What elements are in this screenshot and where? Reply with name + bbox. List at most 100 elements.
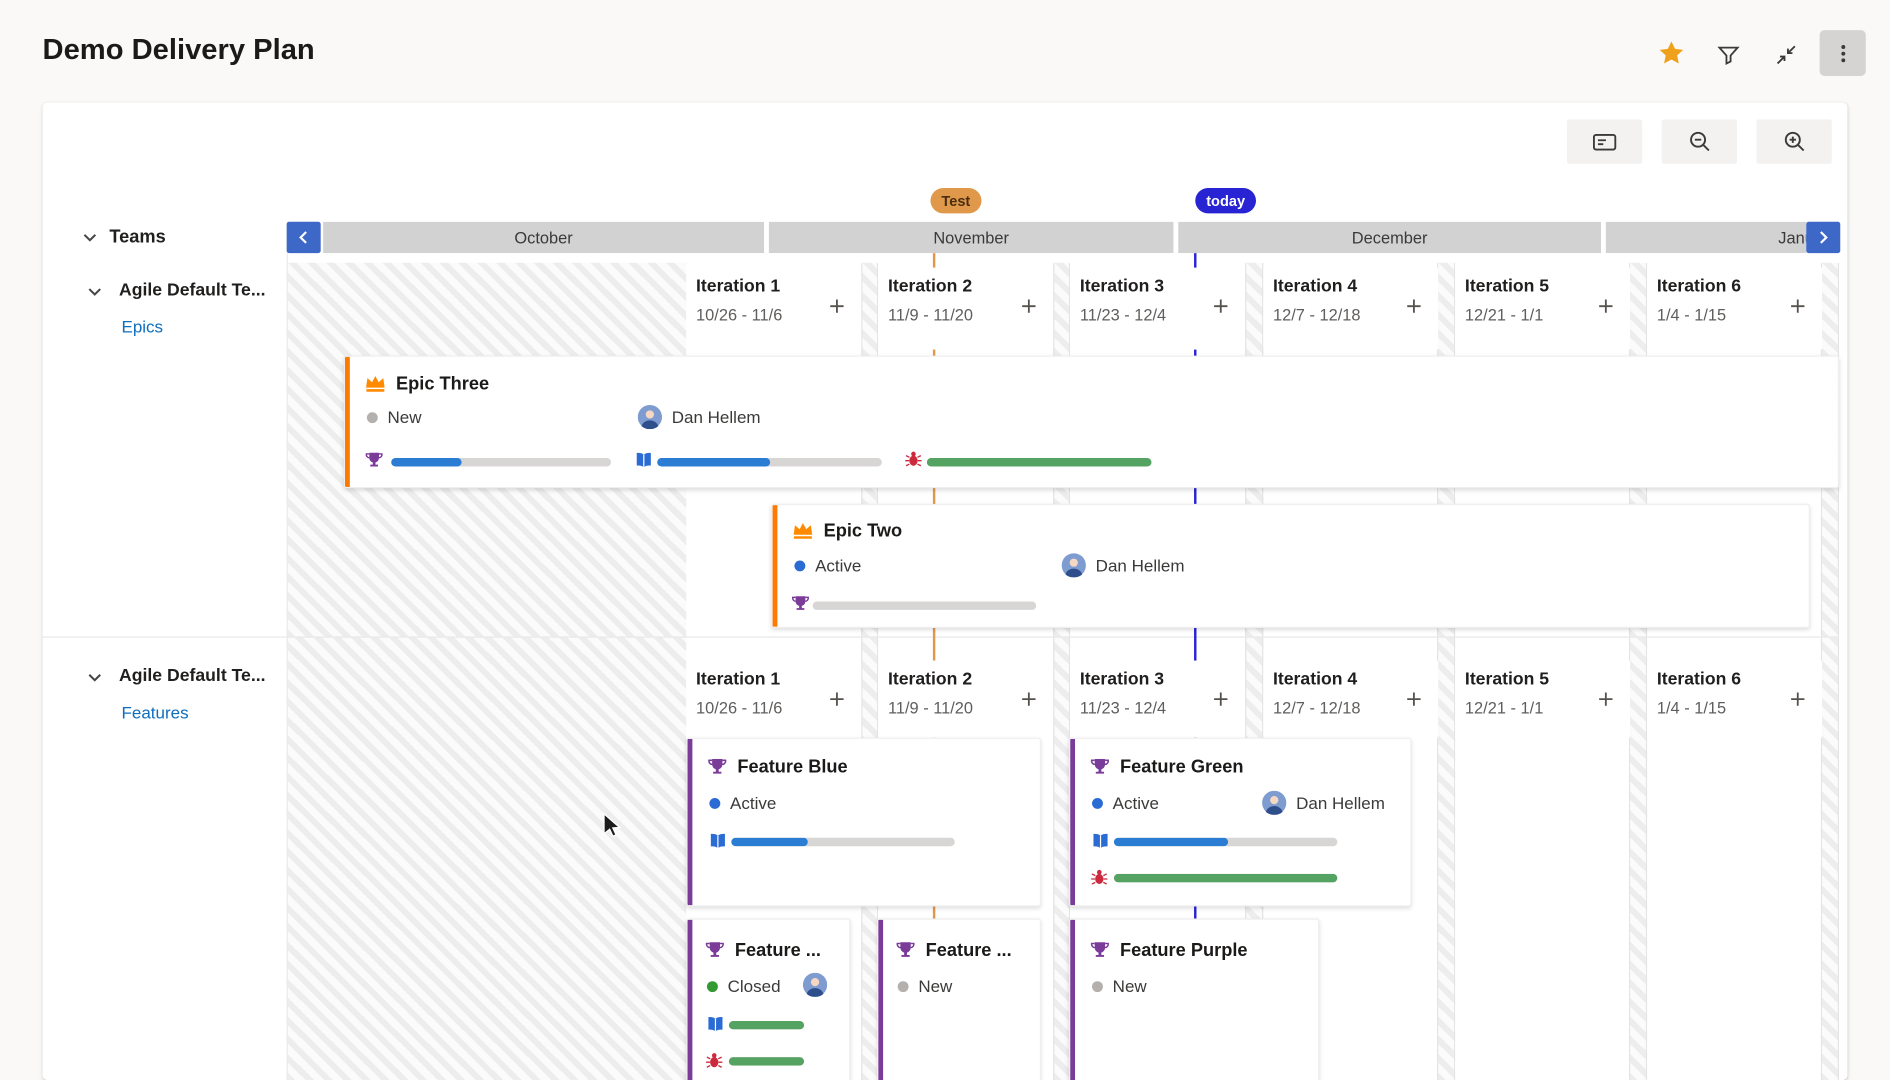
zoom-in-button[interactable]	[1756, 119, 1832, 164]
iteration-name: Iteration 3	[1079, 277, 1165, 297]
iteration-dates: 10/26 - 11/6	[696, 699, 783, 718]
add-card-button[interactable]	[822, 685, 851, 714]
iteration-dates: 11/9 - 11/20	[887, 699, 974, 718]
trophy-feature-icon	[895, 940, 916, 960]
zoom-out-button[interactable]	[1661, 119, 1738, 164]
plus-icon	[1211, 297, 1230, 316]
iteration-name: Iteration 4	[1273, 277, 1358, 297]
work-item-card-feature-green[interactable]: Feature Green Active Dan Hellem	[1068, 737, 1412, 907]
backlog-link-features[interactable]: Features	[121, 702, 189, 723]
add-card-button[interactable]	[1591, 292, 1620, 321]
progress-track	[391, 458, 611, 467]
filter-button[interactable]	[1709, 37, 1748, 71]
more-options-button[interactable]	[1819, 30, 1866, 76]
trophy-rollup-icon	[791, 594, 810, 613]
add-card-button[interactable]	[1591, 685, 1620, 714]
book-rollup-icon	[708, 832, 727, 851]
card-state: Active	[730, 793, 777, 813]
iteration-dates: 11/23 - 12/4	[1079, 306, 1167, 325]
card-state: New	[918, 976, 953, 996]
add-card-button[interactable]	[1399, 292, 1428, 321]
avatar	[638, 405, 662, 429]
progress-track	[657, 458, 882, 467]
team-collapse-chevron-icon[interactable]	[85, 282, 104, 301]
iteration-name: Iteration 6	[1656, 277, 1742, 297]
card-accent-bar	[687, 919, 693, 1080]
progress-fill	[728, 1057, 805, 1066]
iteration-header: Iteration 3 11/23 - 12/4	[1070, 267, 1246, 350]
iteration-dates: 12/7 - 12/18	[1273, 306, 1361, 325]
chevron-right-icon	[1814, 228, 1833, 247]
card-accent-bar	[878, 919, 884, 1080]
work-item-card-feature-new[interactable]: Feature ... New	[877, 918, 1041, 1080]
progress-track	[728, 1020, 805, 1030]
assignee-name: Dan Hellem	[671, 407, 761, 427]
work-item-card-epic-two[interactable]: Epic Two Active Dan Hellem	[771, 503, 1810, 629]
hatched-gap	[1820, 636, 1840, 1080]
add-card-button[interactable]	[1206, 685, 1235, 714]
favorite-star-button[interactable]	[1652, 36, 1691, 70]
add-card-button[interactable]	[1014, 685, 1043, 714]
star-icon	[1658, 40, 1685, 67]
teams-collapse-chevron-icon[interactable]	[80, 228, 99, 247]
progress-track	[1113, 873, 1338, 883]
team-name: Agile Default Te...	[119, 280, 266, 301]
card-state: New	[1112, 976, 1147, 996]
work-item-card-feature-blue[interactable]: Feature Blue Active	[686, 737, 1041, 907]
card-state: New	[387, 407, 422, 427]
iteration-header: Iteration 2 11/9 - 11/20	[878, 660, 1054, 738]
book-rollup-icon	[634, 451, 653, 470]
iteration-name: Iteration 6	[1656, 670, 1742, 690]
plan-marker-test: Test	[930, 188, 982, 214]
iteration-header: Iteration 4 12/7 - 12/18	[1263, 267, 1439, 350]
state-dot	[709, 797, 721, 809]
state-dot	[1092, 797, 1103, 809]
trophy-rollup-icon	[364, 451, 383, 470]
card-state: Active	[1112, 793, 1159, 813]
plus-icon	[1019, 297, 1038, 316]
card-state: Closed	[727, 976, 781, 996]
team-collapse-chevron-icon[interactable]	[85, 668, 104, 687]
book-rollup-icon	[1091, 832, 1110, 851]
iteration-name: Iteration 1	[696, 670, 781, 690]
scroll-timeline-left-button[interactable]	[286, 221, 321, 254]
add-card-button[interactable]	[1014, 292, 1043, 321]
progress-fill	[731, 837, 808, 847]
month-band-december: December	[1178, 221, 1601, 254]
card-settings-button[interactable]	[1566, 119, 1643, 164]
work-item-card-epic-three[interactable]: Epic Three New Dan Hellem	[343, 355, 1840, 489]
card-title: Feature ...	[734, 940, 821, 961]
work-item-card-feature-closed[interactable]: Feature ... Closed	[686, 918, 851, 1080]
plus-icon	[827, 297, 846, 316]
bug-rollup-icon	[1090, 868, 1109, 887]
card-title: Feature Blue	[737, 756, 848, 778]
add-card-button[interactable]	[1783, 292, 1812, 321]
iteration-dates: 1/4 - 1/15	[1656, 699, 1727, 718]
progress-track	[812, 601, 1037, 610]
card-field-settings-icon	[1591, 128, 1618, 155]
sidebar-divider	[286, 221, 288, 1080]
backlog-link-epics[interactable]: Epics	[121, 317, 164, 337]
avatar	[803, 973, 827, 997]
add-card-button[interactable]	[822, 292, 851, 321]
iteration-header: Iteration 3 11/23 - 12/4	[1070, 660, 1246, 738]
collapse-view-button[interactable]	[1766, 37, 1805, 71]
work-item-card-feature-purple[interactable]: Feature Purple New	[1068, 918, 1320, 1080]
zoom-in-icon	[1781, 129, 1807, 154]
add-card-button[interactable]	[1399, 685, 1428, 714]
iteration-header: Iteration 6 1/4 - 1/15	[1647, 267, 1823, 350]
iteration-dates: 11/9 - 11/20	[887, 306, 974, 325]
scroll-timeline-right-button[interactable]	[1806, 221, 1841, 254]
progress-fill	[926, 458, 1152, 467]
add-card-button[interactable]	[1206, 292, 1235, 321]
iteration-header: Iteration 6 1/4 - 1/15	[1647, 660, 1823, 738]
progress-fill	[657, 458, 770, 467]
iteration-header: Iteration 2 11/9 - 11/20	[878, 267, 1054, 350]
iteration-header: Iteration 4 12/7 - 12/18	[1263, 660, 1439, 738]
progress-fill	[1113, 873, 1338, 883]
add-card-button[interactable]	[1783, 685, 1812, 714]
progress-fill	[728, 1020, 805, 1030]
card-state: Active	[815, 555, 862, 575]
iteration-name: Iteration 5	[1464, 277, 1550, 297]
card-accent-bar	[772, 505, 778, 627]
